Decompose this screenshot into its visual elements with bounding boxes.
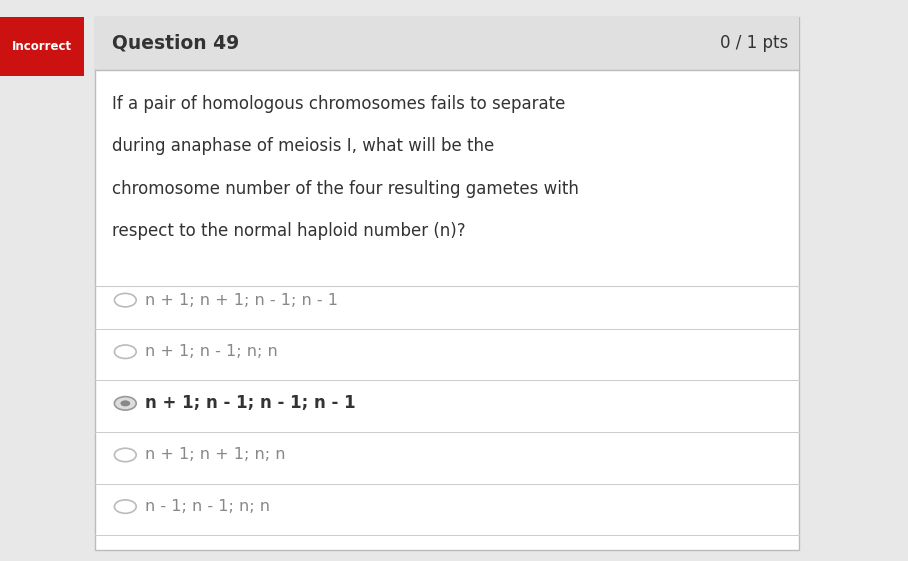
FancyBboxPatch shape [95, 17, 799, 70]
FancyBboxPatch shape [95, 17, 799, 550]
Text: Question 49: Question 49 [112, 34, 239, 53]
Circle shape [121, 401, 130, 406]
FancyBboxPatch shape [0, 17, 84, 76]
Text: If a pair of homologous chromosomes fails to separate: If a pair of homologous chromosomes fail… [112, 95, 565, 113]
Text: n - 1; n - 1; n; n: n - 1; n - 1; n; n [145, 499, 271, 514]
Text: n + 1; n - 1; n; n: n + 1; n - 1; n; n [145, 344, 278, 359]
Circle shape [114, 397, 136, 410]
Text: chromosome number of the four resulting gametes with: chromosome number of the four resulting … [112, 180, 578, 197]
Text: Incorrect: Incorrect [12, 40, 72, 53]
Text: n + 1; n - 1; n - 1; n - 1: n + 1; n - 1; n - 1; n - 1 [145, 394, 356, 412]
Text: during anaphase of meiosis I, what will be the: during anaphase of meiosis I, what will … [112, 137, 494, 155]
Text: respect to the normal haploid number (n)?: respect to the normal haploid number (n)… [112, 222, 465, 240]
Text: n + 1; n + 1; n; n: n + 1; n + 1; n; n [145, 448, 286, 462]
Text: n + 1; n + 1; n - 1; n - 1: n + 1; n + 1; n - 1; n - 1 [145, 293, 339, 307]
Text: 0 / 1 pts: 0 / 1 pts [720, 34, 788, 53]
